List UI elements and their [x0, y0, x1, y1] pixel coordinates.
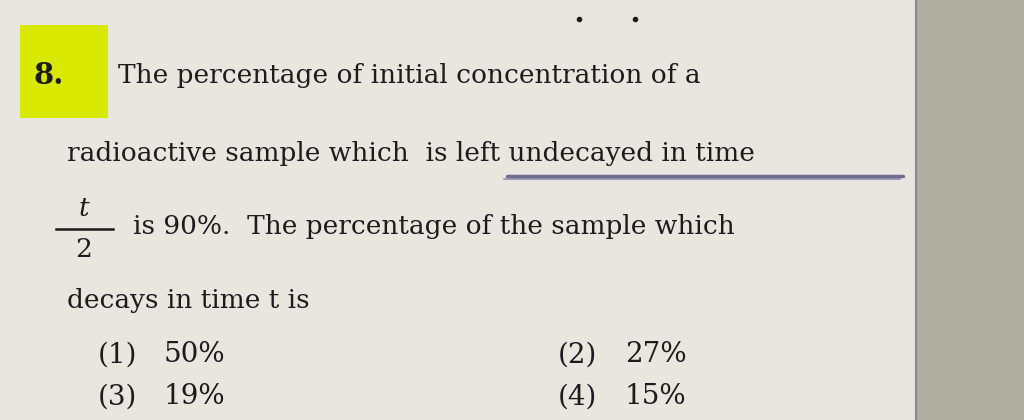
Text: t: t — [79, 195, 89, 220]
Text: 50%: 50% — [164, 341, 225, 368]
Text: The percentage of initial concentration of a: The percentage of initial concentration … — [118, 63, 700, 88]
Text: 19%: 19% — [164, 383, 225, 410]
FancyBboxPatch shape — [20, 25, 108, 118]
Text: (3): (3) — [97, 383, 136, 410]
Text: 2: 2 — [76, 237, 92, 262]
Text: radioactive sample which  is left undecayed in time: radioactive sample which is left undecay… — [67, 141, 755, 166]
Text: (2): (2) — [558, 341, 597, 368]
Text: is 90%.  The percentage of the sample which: is 90%. The percentage of the sample whi… — [133, 214, 735, 239]
Text: 8.: 8. — [34, 61, 65, 90]
Text: decays in time t is: decays in time t is — [67, 288, 309, 313]
Text: 27%: 27% — [625, 341, 686, 368]
Text: (4): (4) — [558, 383, 597, 410]
Text: (1): (1) — [97, 341, 137, 368]
Text: 15%: 15% — [625, 383, 686, 410]
FancyBboxPatch shape — [916, 0, 1024, 420]
FancyBboxPatch shape — [0, 0, 916, 420]
